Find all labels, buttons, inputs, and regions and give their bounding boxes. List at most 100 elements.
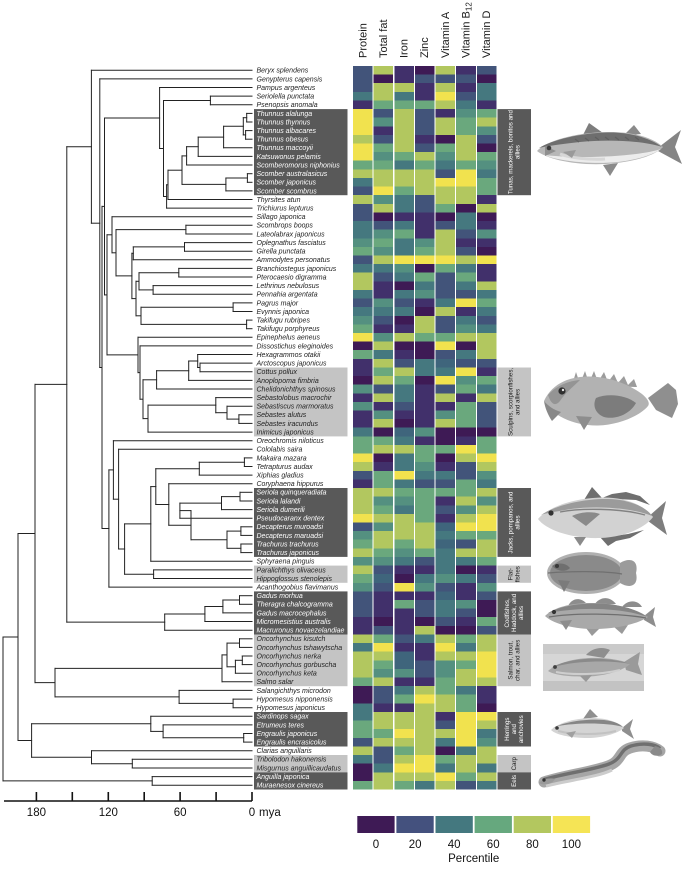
svg-text:Micromesistius australis: Micromesistius australis (257, 619, 332, 626)
svg-text:Haddock, and: Haddock, and (511, 593, 518, 632)
svg-text:Ammodytes personatus: Ammodytes personatus (256, 257, 331, 264)
svg-text:Dissostichus eleginoides: Dissostichus eleginoides (257, 343, 334, 350)
svg-text:Inimicus japonicus: Inimicus japonicus (257, 430, 315, 437)
svg-text:Epinephelus aeneus: Epinephelus aeneus (257, 335, 321, 342)
svg-text:Oncorhynchus tshawytscha: Oncorhynchus tshawytscha (257, 645, 343, 652)
svg-text:allies: allies (514, 145, 521, 159)
svg-text:Etrumeus teres: Etrumeus teres (257, 722, 305, 729)
svg-text:Arctoscopus japonicus: Arctoscopus japonicus (256, 361, 328, 368)
svg-text:Pterocaesio digramma: Pterocaesio digramma (257, 274, 327, 281)
svg-text:Scombrops boops: Scombrops boops (257, 223, 314, 230)
svg-text:Vitamin A: Vitamin A (440, 11, 452, 58)
svg-text:Trachurus trachurus: Trachurus trachurus (257, 541, 320, 548)
svg-text:Scomberomorus niphonius: Scomberomorus niphonius (257, 162, 341, 169)
svg-text:Vitamin B12: Vitamin B12 (461, 2, 474, 58)
svg-text:Gadus macrocephalus: Gadus macrocephalus (257, 610, 328, 617)
svg-text:Misgurnus anguillicaudatus: Misgurnus anguillicaudatus (257, 765, 342, 772)
svg-text:Tribolodon hakonensis: Tribolodon hakonensis (257, 757, 327, 764)
svg-text:Hexagrammos otakii: Hexagrammos otakii (257, 352, 321, 359)
svg-text:Psenopsis anomala: Psenopsis anomala (257, 102, 318, 109)
svg-text:Codfishes,: Codfishes, (504, 598, 511, 628)
svg-text:Trachurus japonicus: Trachurus japonicus (257, 550, 320, 557)
svg-text:100: 100 (562, 839, 581, 851)
svg-text:Thunnus obesus: Thunnus obesus (257, 137, 309, 144)
svg-text:180: 180 (27, 807, 46, 819)
svg-text:Macruronus novaezelandiae: Macruronus novaezelandiae (257, 628, 345, 635)
svg-text:Pagrus major: Pagrus major (257, 300, 299, 307)
svg-text:120: 120 (99, 807, 118, 819)
svg-text:Tunas, mackerels, bonitos and: Tunas, mackerels, bonitos and (507, 110, 514, 195)
svg-text:40: 40 (448, 839, 461, 851)
svg-text:and allies: and allies (514, 389, 521, 415)
svg-text:Pennahia argentata: Pennahia argentata (257, 292, 318, 299)
svg-text:Oncorhynchus gorbuscha: Oncorhynchus gorbuscha (257, 662, 337, 669)
svg-text:Takifugu rubripes: Takifugu rubripes (257, 318, 311, 325)
svg-text:Theragra chalcogramma: Theragra chalcogramma (257, 602, 333, 609)
svg-text:Sphyraena pinguis: Sphyraena pinguis (257, 559, 315, 566)
svg-text:Hypomesus nipponensis: Hypomesus nipponensis (257, 697, 334, 704)
svg-text:Sebastiscus marmoratus: Sebastiscus marmoratus (257, 404, 335, 411)
svg-text:Engraulis encrasicolus: Engraulis encrasicolus (257, 740, 328, 747)
svg-text:Hippoglossus stenolepis: Hippoglossus stenolepis (257, 576, 333, 583)
svg-text:Beryx splendens: Beryx splendens (257, 68, 309, 75)
svg-text:Sillago japonica: Sillago japonica (257, 214, 306, 221)
svg-text:Lethrinus nebulosus: Lethrinus nebulosus (257, 283, 320, 290)
svg-text:allies: allies (514, 515, 521, 529)
svg-text:Makaira mazara: Makaira mazara (257, 455, 307, 462)
svg-text:Scomber scombrus: Scomber scombrus (257, 188, 318, 195)
svg-text:Oncorhynchus nerka: Oncorhynchus nerka (257, 653, 322, 660)
svg-text:Hypomesus japonicus: Hypomesus japonicus (257, 705, 326, 712)
svg-text:Salmo salar: Salmo salar (257, 679, 295, 686)
svg-text:Salmon, trout,: Salmon, trout, (507, 641, 514, 680)
svg-text:Girella punctata: Girella punctata (257, 249, 306, 256)
svg-text:0: 0 (249, 807, 255, 819)
svg-text:60: 60 (174, 807, 187, 819)
svg-text:Coryphaena hippurus: Coryphaena hippurus (257, 481, 324, 488)
svg-text:Jacks, pompanos, and: Jacks, pompanos, and (507, 491, 514, 553)
svg-text:Paralichthys olivaceus: Paralichthys olivaceus (257, 567, 327, 574)
svg-text:Carp: Carp (511, 756, 518, 770)
svg-text:Eels: Eels (511, 775, 518, 787)
svg-text:Acanthogobius flavimanus: Acanthogobius flavimanus (256, 585, 339, 592)
svg-text:Thunnus alalunga: Thunnus alalunga (257, 111, 313, 118)
svg-text:Flat-: Flat- (507, 568, 514, 580)
svg-text:Iron: Iron (399, 39, 411, 58)
svg-text:Scomber japonicus: Scomber japonicus (257, 180, 317, 187)
svg-text:Katsuwonus pelamis: Katsuwonus pelamis (257, 154, 322, 161)
svg-text:Genypterus capensis: Genypterus capensis (257, 76, 323, 83)
svg-text:Oreochromis niloticus: Oreochromis niloticus (257, 438, 325, 445)
svg-text:Gadus morhua: Gadus morhua (257, 593, 303, 600)
svg-text:Thunnus maccoyii: Thunnus maccoyii (257, 145, 314, 152)
svg-text:mya: mya (259, 807, 281, 819)
svg-text:Thunnus albacares: Thunnus albacares (257, 128, 317, 135)
svg-text:Lateolabrax japonicus: Lateolabrax japonicus (257, 231, 326, 238)
svg-text:Tetrapturus audax: Tetrapturus audax (257, 464, 314, 471)
svg-text:Takifugu porphyreus: Takifugu porphyreus (257, 326, 321, 333)
svg-text:Sebastes alutus: Sebastes alutus (257, 412, 307, 419)
svg-text:allies: allies (518, 606, 525, 620)
svg-text:Zinc: Zinc (419, 37, 431, 58)
svg-text:Oncorhynchus keta: Oncorhynchus keta (257, 671, 317, 678)
svg-text:Chelidonichthys spinosus: Chelidonichthys spinosus (257, 386, 336, 393)
svg-text:Sebastolobus macrochir: Sebastolobus macrochir (257, 395, 333, 402)
svg-text:Sculpins, scorpionfishes,: Sculpins, scorpionfishes, (507, 368, 514, 436)
svg-text:anchovies: anchovies (518, 715, 525, 743)
svg-text:Oplegnathus fasciatus: Oplegnathus fasciatus (257, 240, 327, 247)
svg-text:Thunnus thynnus: Thunnus thynnus (257, 119, 311, 126)
svg-text:Anoplopoma fimbria: Anoplopoma fimbria (256, 378, 319, 385)
svg-text:Engraulis japonicus: Engraulis japonicus (257, 731, 318, 738)
svg-text:Anguilla japonica: Anguilla japonica (256, 774, 310, 781)
svg-text:Seriolella punctata: Seriolella punctata (257, 94, 315, 101)
svg-text:Evynnis japonica: Evynnis japonica (257, 309, 310, 316)
svg-text:Pampus argenteus: Pampus argenteus (257, 85, 316, 92)
svg-text:Sardinops sagax: Sardinops sagax (257, 714, 310, 721)
svg-text:Protein: Protein (357, 23, 369, 58)
svg-text:Xiphias gladius: Xiphias gladius (256, 473, 305, 480)
svg-text:char, and allies: char, and allies (514, 640, 521, 681)
svg-text:Salangichthys microdon: Salangichthys microdon (257, 688, 331, 695)
svg-text:and: and (511, 723, 518, 734)
svg-text:Decapterus maruadsi: Decapterus maruadsi (257, 533, 324, 540)
svg-text:Trichiurus lepturus: Trichiurus lepturus (257, 206, 315, 213)
svg-text:Seriola lalandi: Seriola lalandi (257, 498, 301, 505)
svg-text:Percentile: Percentile (448, 853, 499, 865)
